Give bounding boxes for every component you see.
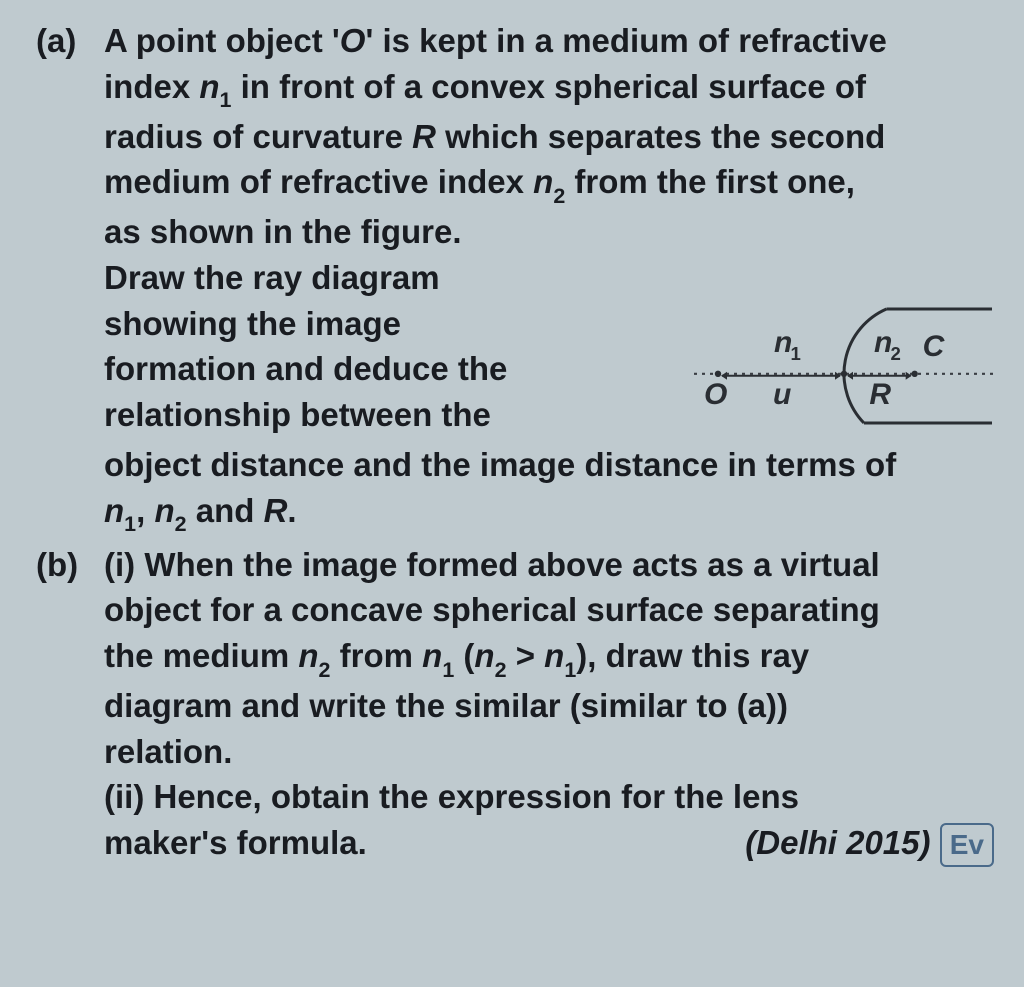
subscript-2: 2 [319, 658, 331, 682]
part-b-i-line3: the medium n2 from n1 (n2 > n1), draw th… [104, 633, 994, 683]
symbol-n: n [154, 492, 174, 529]
part-b-ii-line1: (ii) Hence, obtain the expression for th… [104, 774, 994, 820]
text: ( [454, 637, 474, 674]
text: A point object ' [104, 22, 340, 59]
part-b-body: (i) When the image formed above acts as … [104, 542, 994, 867]
part-b-i-line2: object for a concave spherical surface s… [104, 587, 994, 633]
evaluate-badge: Ev [940, 823, 994, 868]
text: Hence, obtain the expression for the len… [153, 778, 798, 815]
text: radius of curvature [104, 118, 412, 155]
text: index [104, 68, 199, 105]
text: the medium [104, 637, 298, 674]
svg-text:C: C [923, 329, 946, 362]
part-a-line1: A point object 'O' is kept in a medium o… [104, 18, 994, 64]
symbol-O: O [340, 22, 366, 59]
text: which separates the second [436, 118, 885, 155]
symbol-R: R [264, 492, 288, 529]
text: and [187, 492, 264, 529]
part-a-line11: n1, n2 and R. [104, 488, 994, 538]
text: from [330, 637, 422, 674]
subscript-2: 2 [495, 658, 507, 682]
text: in front of a convex spherical surface o… [231, 68, 866, 105]
source-and-badge: (Delhi 2015) Ev [745, 820, 994, 868]
part-b: (b) (i) When the image formed above acts… [36, 542, 994, 867]
part-a-label: (a) [36, 18, 104, 64]
subscript-1: 1 [442, 658, 454, 682]
part-b-i-line4: diagram and write the similar (similar t… [104, 683, 994, 729]
part-b-i-line1: (i) When the image formed above acts as … [104, 542, 994, 588]
symbol-n: n [298, 637, 318, 674]
text: from the first one, [565, 163, 855, 200]
subscript-2: 2 [175, 512, 187, 536]
symbol-n: n [474, 637, 494, 674]
subscript-1: 1 [124, 512, 136, 536]
text: medium of refractive index [104, 163, 533, 200]
part-a-line9: relationship between the [104, 392, 682, 438]
text: > [507, 637, 545, 674]
part-a-body: A point object 'O' is kept in a medium o… [104, 18, 994, 538]
text: ), draw this ray [576, 637, 809, 674]
part-a: (a) A point object 'O' is kept in a medi… [36, 18, 994, 538]
part-b-label: (b) [36, 542, 104, 588]
symbol-n: n [199, 68, 219, 105]
part-a-line5: as shown in the figure. [104, 209, 994, 255]
part-a-wrap: showing the image formation and deduce t… [104, 301, 994, 443]
sub-part-i-label: (i) [104, 546, 144, 583]
symbol-n: n [104, 492, 124, 529]
sub-part-ii-label: (ii) [104, 778, 153, 815]
text: , [136, 492, 154, 529]
subscript-1: 1 [220, 88, 232, 112]
source-citation: (Delhi 2015) [745, 824, 930, 861]
symbol-n: n [422, 637, 442, 674]
symbol-n: n [544, 637, 564, 674]
part-a-line4: medium of refractive index n2 from the f… [104, 159, 994, 209]
svg-text:O: O [704, 377, 727, 410]
question-page: (a) A point object 'O' is kept in a medi… [0, 0, 1024, 987]
part-a-line2: index n1 in front of a convex spherical … [104, 64, 994, 114]
refraction-diagram: n1n2COuR [694, 301, 994, 443]
part-a-line3: radius of curvature R which separates th… [104, 114, 994, 160]
subscript-1: 1 [564, 658, 576, 682]
symbol-n: n [533, 163, 553, 200]
symbol-R: R [412, 118, 436, 155]
text: ' is kept in a medium of refractive [365, 22, 886, 59]
part-a-line10: object distance and the image distance i… [104, 442, 994, 488]
svg-text:1: 1 [791, 343, 801, 364]
part-b-i-line5: relation. [104, 729, 994, 775]
part-a-line8: formation and deduce the [104, 346, 682, 392]
text: When the image formed above acts as a vi… [144, 546, 879, 583]
svg-text:2: 2 [891, 343, 901, 364]
subscript-2: 2 [553, 184, 565, 208]
svg-text:u: u [773, 377, 791, 410]
part-b-ii-line2: maker's formula. (Delhi 2015) Ev [104, 820, 994, 868]
part-a-line7: showing the image [104, 301, 682, 347]
diagram-svg: n1n2COuR [694, 301, 994, 431]
text: . [287, 492, 296, 529]
part-a-line6: Draw the ray diagram [104, 255, 994, 301]
text: maker's formula. [104, 820, 367, 866]
part-a-wrap-text: showing the image formation and deduce t… [104, 301, 682, 438]
svg-text:R: R [869, 377, 891, 410]
